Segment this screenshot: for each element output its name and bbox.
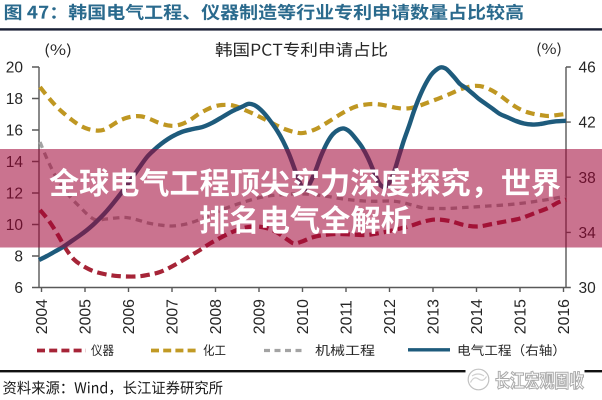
svg-text:6: 6	[14, 280, 23, 297]
svg-text:2004: 2004	[34, 299, 51, 334]
svg-text:16: 16	[6, 122, 23, 139]
svg-text:42: 42	[579, 115, 596, 132]
svg-text:2007: 2007	[165, 299, 182, 334]
svg-text:20: 20	[6, 59, 24, 76]
svg-text:46: 46	[579, 60, 596, 77]
svg-text:18: 18	[6, 91, 23, 108]
svg-text:2010: 2010	[295, 299, 312, 334]
svg-text:30: 30	[579, 280, 597, 297]
svg-text:2013: 2013	[426, 299, 443, 334]
svg-text:2015: 2015	[513, 299, 530, 334]
svg-text:2012: 2012	[382, 299, 399, 334]
svg-text:8: 8	[14, 248, 23, 265]
svg-text:2016: 2016	[556, 299, 573, 334]
svg-text:2005: 2005	[78, 299, 95, 334]
svg-text:2008: 2008	[208, 299, 225, 334]
svg-text:2006: 2006	[121, 299, 138, 334]
svg-text:2009: 2009	[252, 299, 269, 334]
svg-text:2014: 2014	[469, 299, 486, 334]
svg-text:2011: 2011	[339, 300, 356, 334]
